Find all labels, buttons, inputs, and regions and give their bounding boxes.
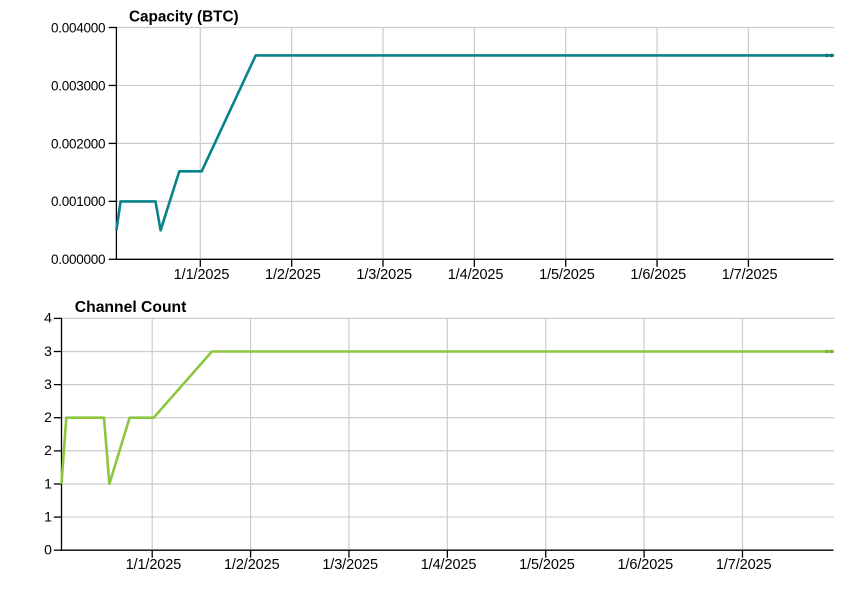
svg-text:1/1/2025: 1/1/2025 bbox=[126, 557, 182, 573]
svg-text:1/2/2025: 1/2/2025 bbox=[224, 557, 280, 573]
svg-text:1: 1 bbox=[44, 475, 52, 491]
svg-text:2: 2 bbox=[44, 442, 52, 458]
svg-text:Channel Count: Channel Count bbox=[75, 299, 187, 316]
svg-text:1/5/2025: 1/5/2025 bbox=[519, 557, 575, 573]
svg-text:0.002000: 0.002000 bbox=[51, 136, 105, 151]
svg-text:3: 3 bbox=[44, 343, 52, 359]
svg-text:1/7/2025: 1/7/2025 bbox=[716, 557, 772, 573]
svg-text:0.004000: 0.004000 bbox=[51, 20, 105, 35]
svg-text:1/5/2025: 1/5/2025 bbox=[539, 267, 595, 283]
svg-text:2: 2 bbox=[44, 409, 52, 425]
svg-text:Capacity (BTC): Capacity (BTC) bbox=[129, 9, 239, 26]
svg-text:1/3/2025: 1/3/2025 bbox=[356, 267, 412, 283]
svg-text:4: 4 bbox=[44, 310, 52, 326]
svg-text:1/7/2025: 1/7/2025 bbox=[722, 267, 778, 283]
svg-text:1/3/2025: 1/3/2025 bbox=[322, 557, 378, 573]
svg-text:0.000000: 0.000000 bbox=[51, 252, 105, 267]
svg-text:0.001000: 0.001000 bbox=[51, 194, 105, 209]
svg-text:1/4/2025: 1/4/2025 bbox=[448, 267, 504, 283]
svg-text:1/6/2025: 1/6/2025 bbox=[630, 267, 686, 283]
svg-text:1/1/2025: 1/1/2025 bbox=[174, 267, 230, 283]
svg-text:0: 0 bbox=[44, 542, 52, 558]
svg-text:1/6/2025: 1/6/2025 bbox=[617, 557, 673, 573]
svg-text:1/2/2025: 1/2/2025 bbox=[265, 267, 321, 283]
svg-text:3: 3 bbox=[44, 376, 52, 392]
svg-text:1: 1 bbox=[44, 508, 52, 524]
svg-text:0.003000: 0.003000 bbox=[51, 78, 105, 93]
svg-text:1/4/2025: 1/4/2025 bbox=[421, 557, 477, 573]
